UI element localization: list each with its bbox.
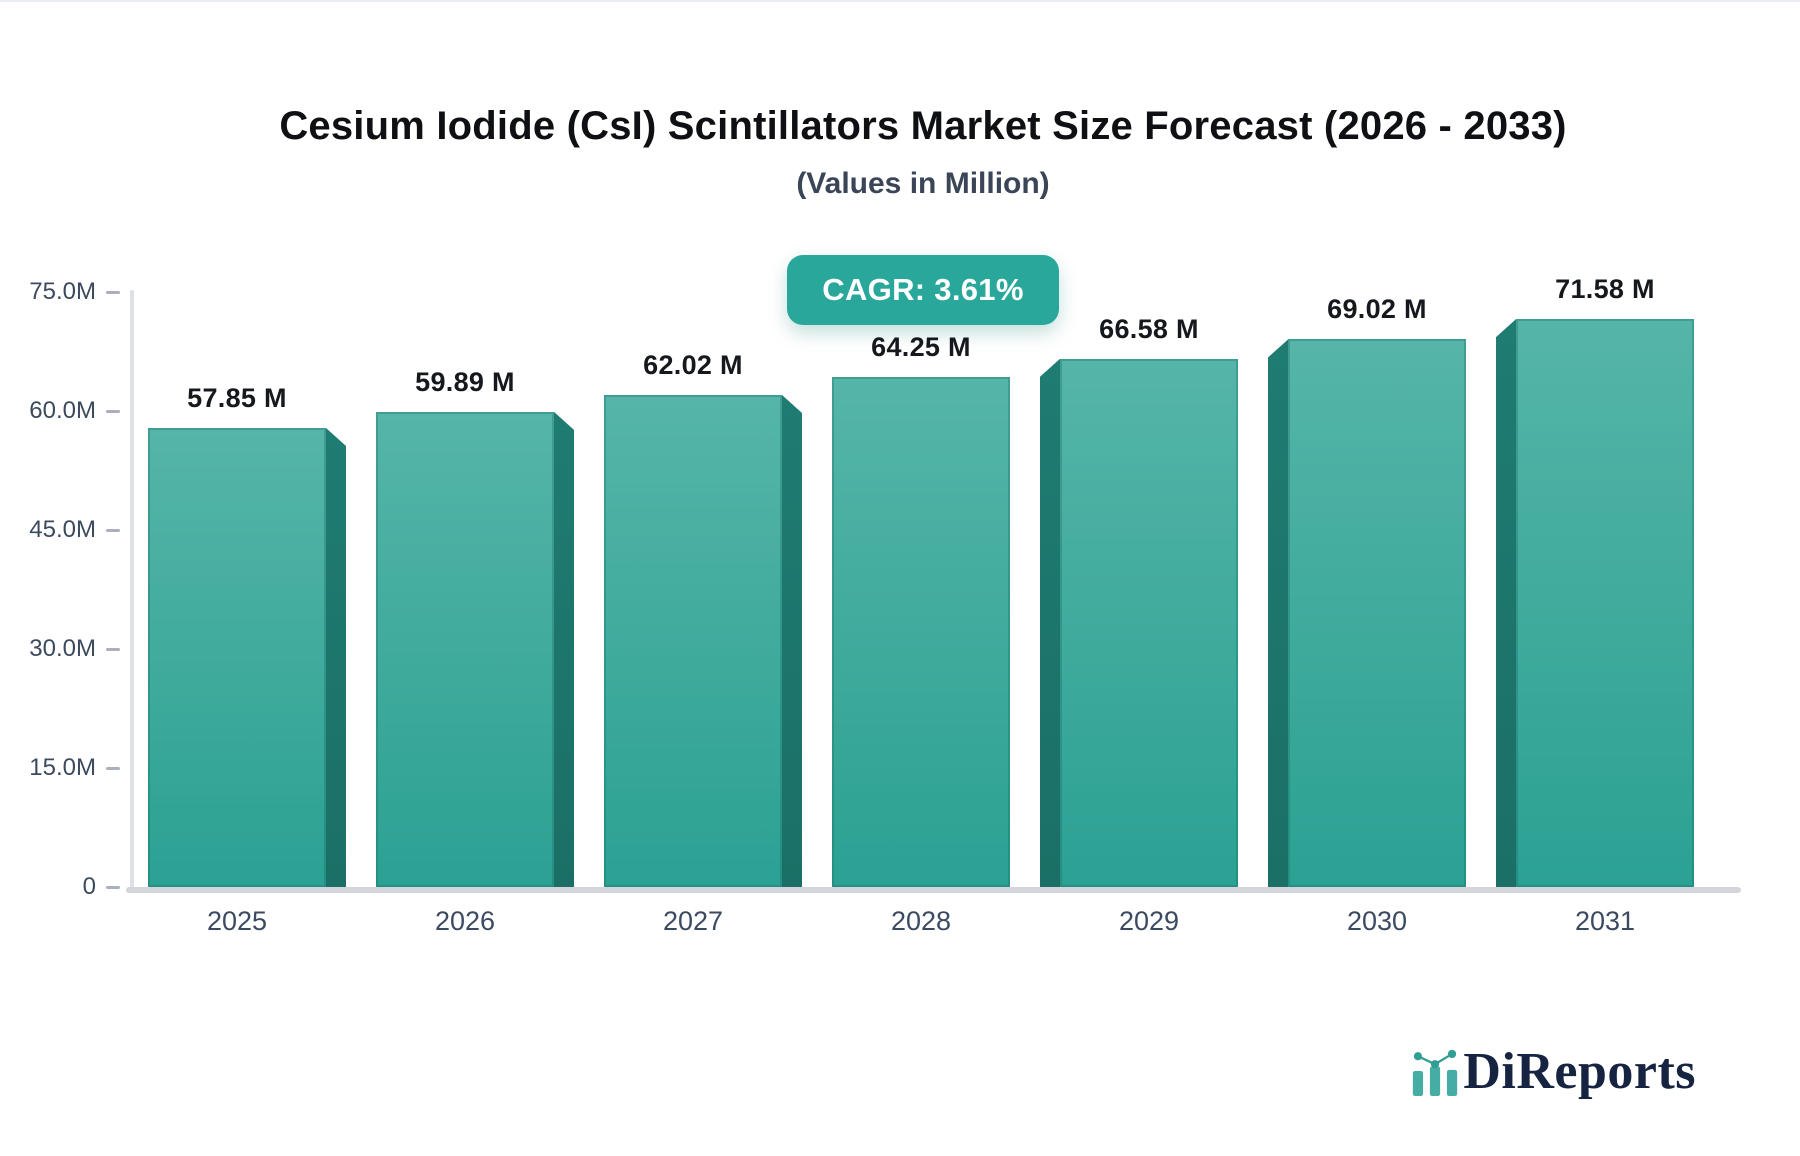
y-axis-tick xyxy=(106,766,120,770)
logo-text: DiReports xyxy=(1463,1043,1696,1100)
y-axis-tick-label: 0 xyxy=(82,873,96,900)
y-axis-tick xyxy=(106,528,120,532)
y-axis-tick-label: 30.0M xyxy=(29,635,96,662)
bar-2028 xyxy=(832,377,1010,887)
x-axis-category-label: 2028 xyxy=(890,906,952,936)
x-axis-category-label: 2029 xyxy=(1118,906,1180,936)
bar-2027 xyxy=(604,394,782,887)
bar-2030 xyxy=(1288,339,1466,887)
cagr-badge: CAGR: 3.61% xyxy=(787,255,1059,325)
y-axis-tick-label: 60.0M xyxy=(29,397,96,424)
bar-2031 xyxy=(1516,319,1694,887)
x-axis-category-label: 2027 xyxy=(662,906,724,936)
bar-3d-side-face xyxy=(554,411,574,887)
y-axis-tick-label: 75.0M xyxy=(29,278,96,305)
bar-2025 xyxy=(148,428,326,887)
bar-value-label: 57.85 M xyxy=(187,383,287,414)
bar-value-label: 59.89 M xyxy=(415,366,515,397)
bar-3d-side-face xyxy=(782,394,802,887)
y-axis-tick xyxy=(106,647,120,651)
bar-value-label: 62.02 M xyxy=(643,349,743,380)
bar-value-label: 69.02 M xyxy=(1327,294,1427,325)
x-axis-category-label: 2031 xyxy=(1574,906,1636,936)
mini-bar-line-chart-icon xyxy=(1413,1049,1458,1096)
bar-value-label: 66.58 M xyxy=(1099,313,1199,344)
x-axis-category-label: 2030 xyxy=(1346,906,1408,936)
y-axis-tick xyxy=(106,409,120,413)
chart-subtitle: (Values in Million) xyxy=(796,167,1050,200)
chart-header: Cesium Iodide (CsI) Scintillators Market… xyxy=(46,2,1800,202)
bar-2026 xyxy=(376,411,554,887)
y-axis-tick xyxy=(106,290,120,294)
bar-3d-side-face xyxy=(1268,339,1288,887)
direports-logo: DiReports xyxy=(1412,1046,1696,1098)
y-axis-tick-label: 45.0M xyxy=(29,516,96,543)
bar-value-label: 71.58 M xyxy=(1555,274,1655,305)
y-axis-tick xyxy=(106,885,120,889)
x-axis-category-label: 2026 xyxy=(434,906,496,936)
bar-3d-side-face xyxy=(1040,358,1060,887)
x-axis-line xyxy=(126,887,1741,893)
y-axis-line xyxy=(130,290,134,889)
y-axis-tick-label: 15.0M xyxy=(29,754,96,781)
bar-value-label: 64.25 M xyxy=(871,332,971,363)
bar-3d-side-face xyxy=(326,428,346,887)
bar-2029 xyxy=(1060,358,1238,887)
chart-title: Cesium Iodide (CsI) Scintillators Market… xyxy=(279,104,1567,148)
bar-3d-side-face xyxy=(1496,319,1516,887)
x-axis-category-label: 2025 xyxy=(206,906,268,936)
